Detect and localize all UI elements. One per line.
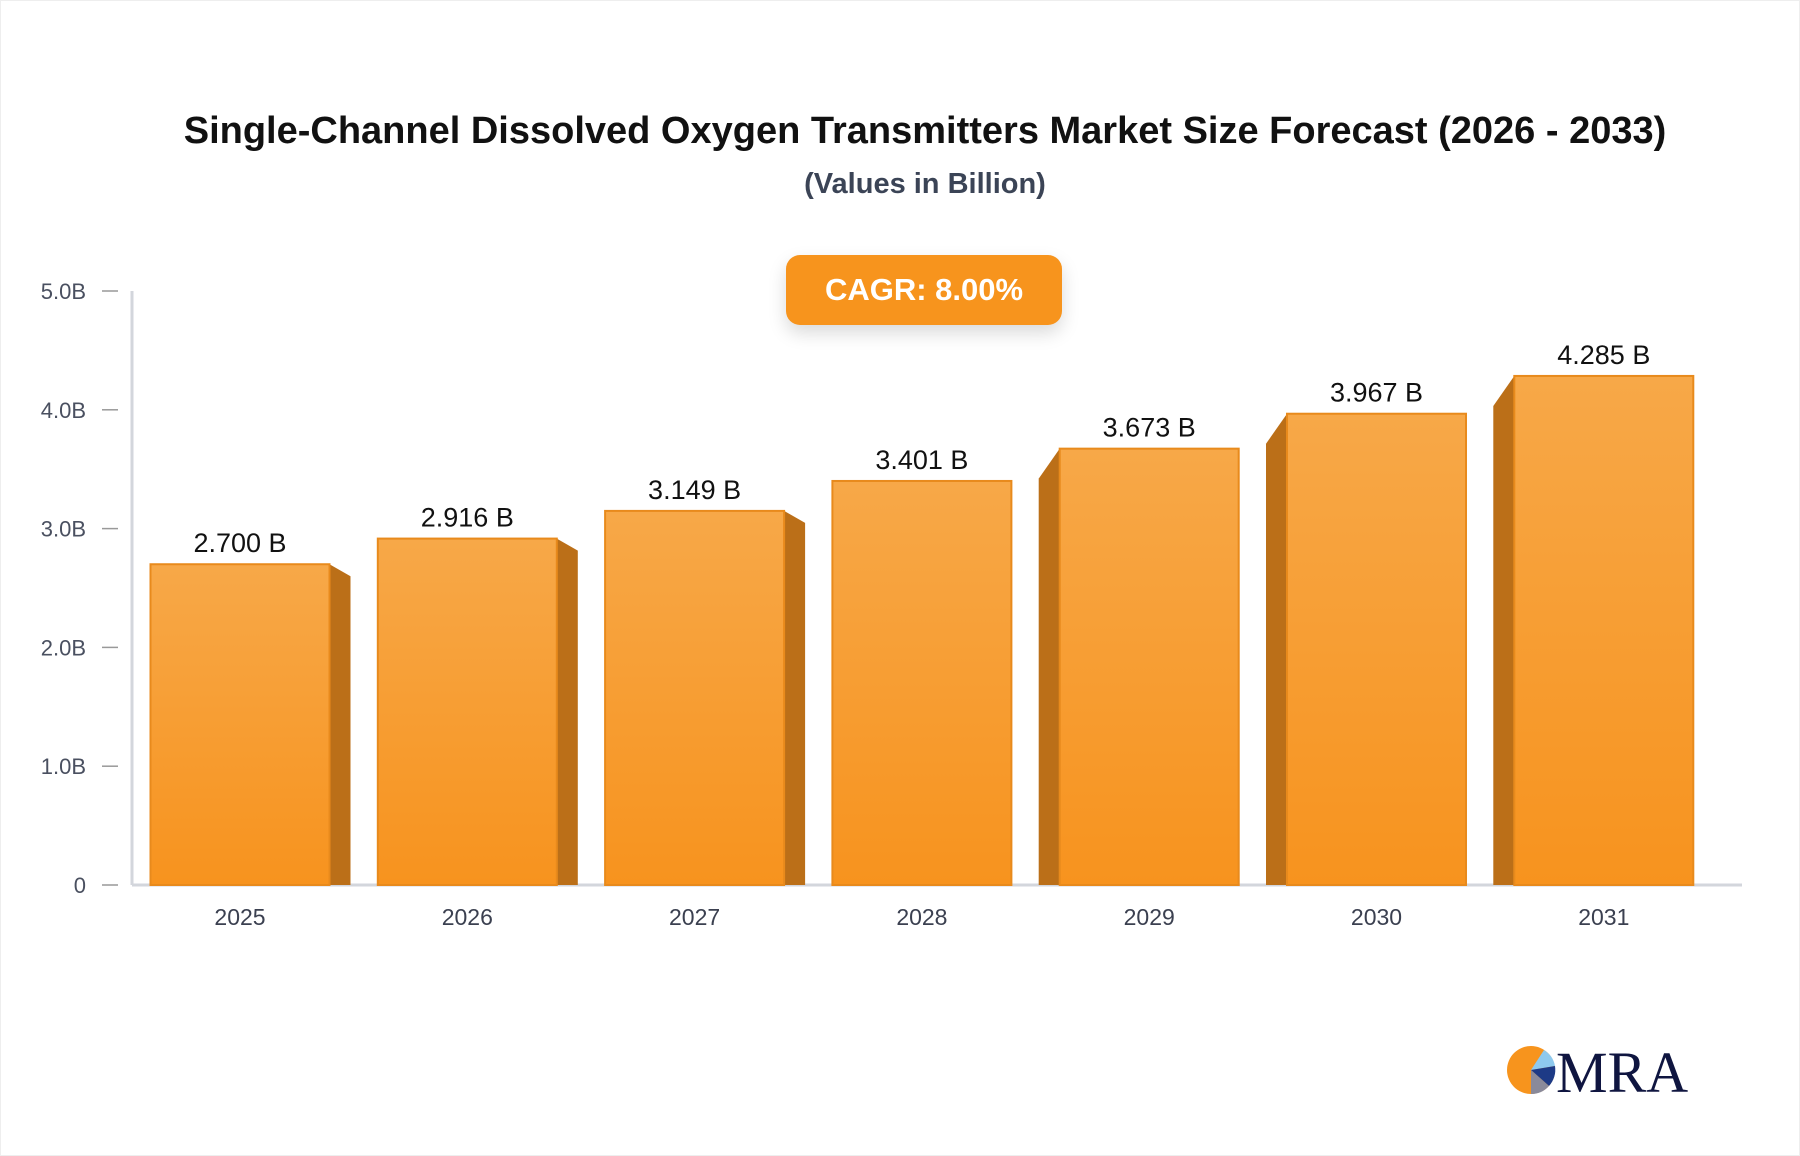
bar-side bbox=[556, 538, 578, 885]
bar-side bbox=[1038, 448, 1060, 885]
bar-2027: 3.149 B 2027 bbox=[604, 475, 806, 930]
x-tick-label: 2027 bbox=[669, 904, 720, 930]
bar-side bbox=[329, 564, 351, 885]
x-tick-label: 2030 bbox=[1351, 904, 1402, 930]
data-label: 2.700 B bbox=[193, 528, 286, 558]
x-tick-label: 2025 bbox=[214, 904, 265, 930]
data-label: 2.916 B bbox=[421, 503, 514, 533]
data-label: 4.285 B bbox=[1557, 340, 1650, 370]
x-tick-label: 2026 bbox=[442, 904, 493, 930]
y-tick-label: 3.0B bbox=[41, 517, 86, 542]
y-tick-label: 5.0B bbox=[41, 279, 86, 304]
bar-side bbox=[1266, 413, 1287, 885]
bar bbox=[604, 509, 786, 886]
bar-2031: 4.285 B 2031 bbox=[1493, 340, 1695, 930]
bar-2028: 3.401 B 2028 bbox=[831, 445, 1013, 930]
bar bbox=[1513, 374, 1695, 886]
chart-title: Single-Channel Dissolved Oxygen Transmit… bbox=[183, 110, 1667, 152]
x-tick-label: 2029 bbox=[1124, 904, 1175, 930]
data-label: 3.401 B bbox=[875, 445, 968, 475]
bar-side bbox=[784, 510, 806, 885]
mra-logo: MRA bbox=[1506, 1040, 1696, 1100]
chart-subtitle: (Values in Billion) bbox=[804, 168, 1046, 200]
bar bbox=[1286, 412, 1467, 886]
x-tick-label: 2028 bbox=[896, 904, 947, 930]
data-label: 3.967 B bbox=[1330, 378, 1423, 408]
bar-2026: 2.916 B 2026 bbox=[376, 503, 578, 930]
y-tick-label: 1.0B bbox=[41, 754, 86, 779]
bar bbox=[1058, 447, 1240, 886]
bar-2030: 3.967 B 2030 bbox=[1266, 378, 1467, 930]
bar bbox=[149, 563, 331, 886]
x-tick-label: 2031 bbox=[1578, 904, 1629, 930]
data-label: 3.673 B bbox=[1103, 413, 1196, 443]
bar-2029: 3.673 B 2029 bbox=[1038, 413, 1240, 930]
bar-side bbox=[1493, 375, 1515, 885]
data-label: 3.149 B bbox=[648, 475, 741, 505]
y-tick-label: 4.0B bbox=[41, 398, 86, 423]
y-tick-label: 2.0B bbox=[41, 635, 86, 660]
bar-2025: 2.700 B 2025 bbox=[149, 528, 351, 930]
cagr-badge: CAGR: 8.00% bbox=[786, 255, 1062, 325]
bar bbox=[376, 537, 558, 887]
bar bbox=[831, 479, 1013, 886]
svg-text:MRA: MRA bbox=[1556, 1040, 1688, 1100]
y-tick-label: 0 bbox=[74, 873, 86, 898]
mra-logo-icon: MRA bbox=[1507, 1040, 1688, 1100]
